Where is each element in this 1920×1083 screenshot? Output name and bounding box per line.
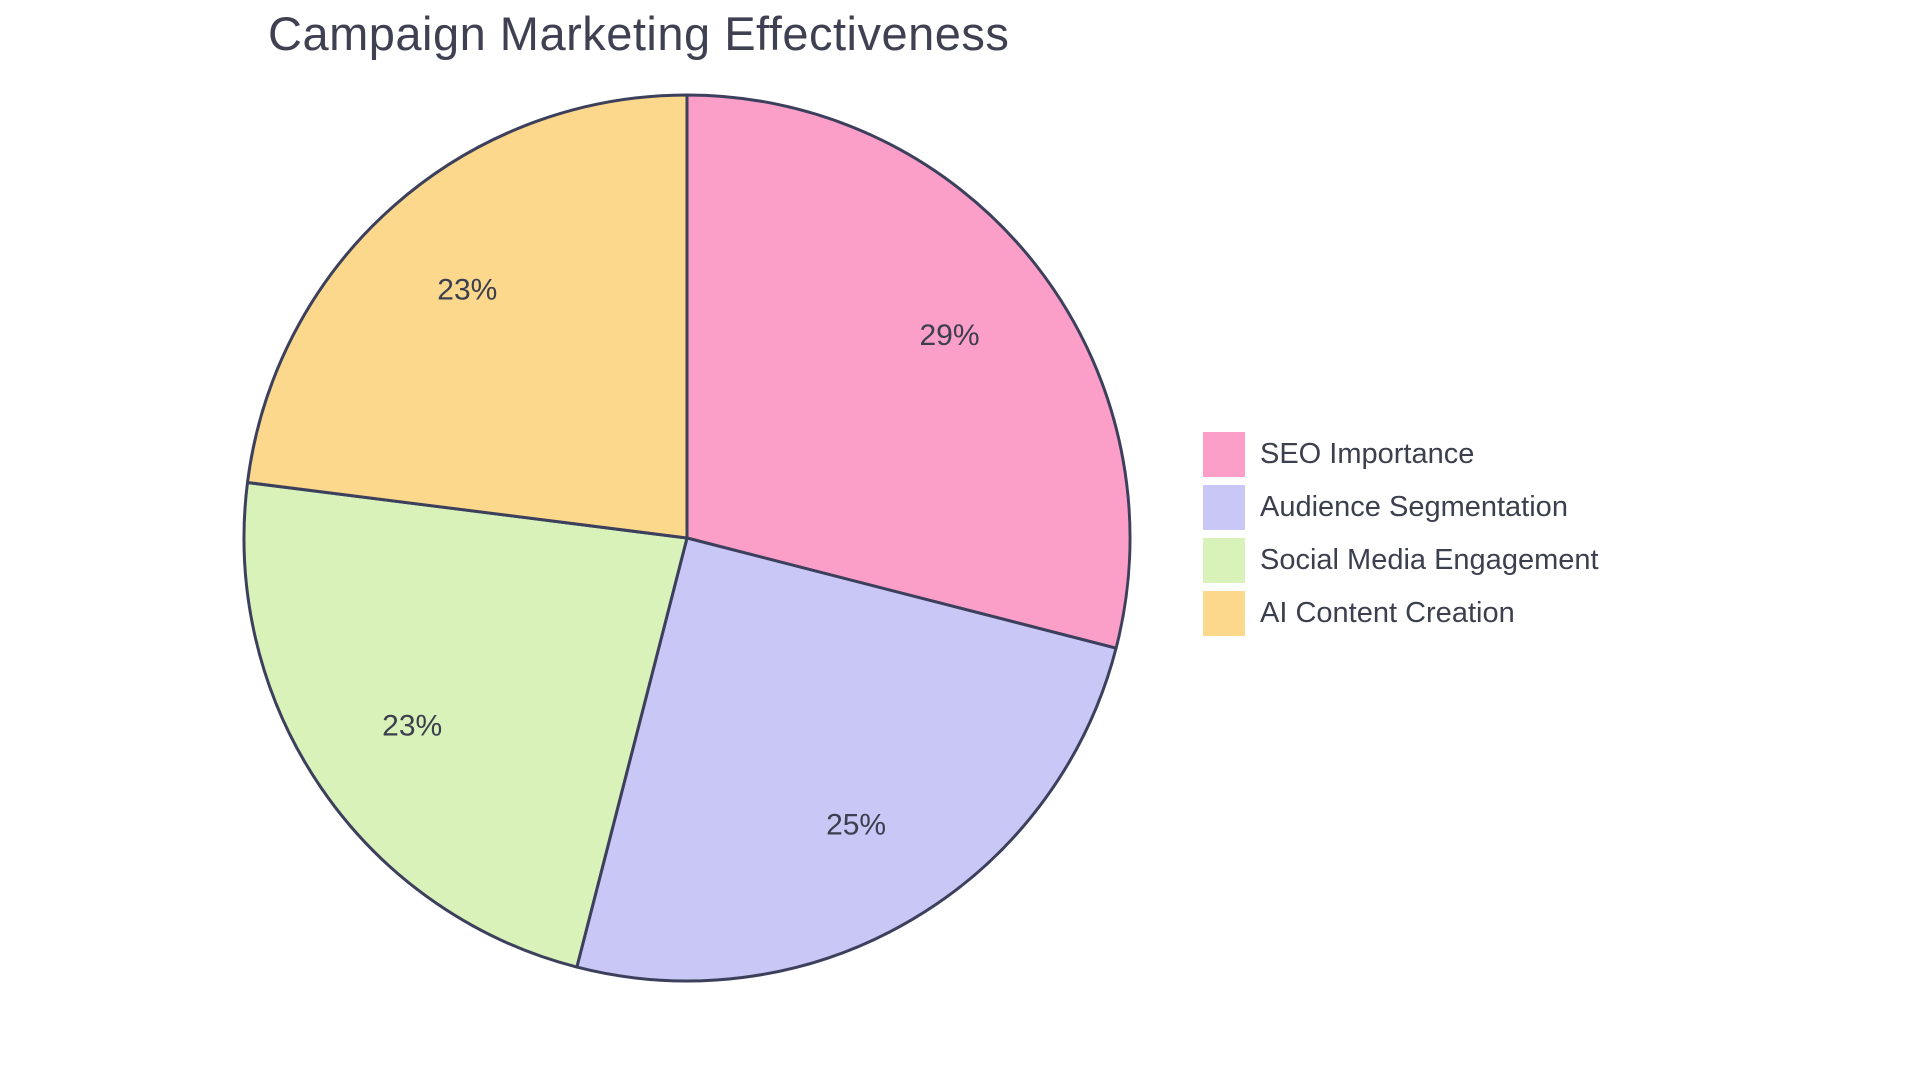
pie-chart: 29% 25% 23% 23%: [242, 93, 1132, 983]
legend-swatch-ai-content-creation: [1203, 591, 1245, 636]
slice-label-audience-segmentation: 25%: [826, 809, 886, 842]
legend-swatch-seo-importance: [1203, 432, 1245, 477]
legend-item-ai-content-creation: AI Content Creation: [1203, 591, 1599, 636]
legend-label-ai-content-creation: AI Content Creation: [1260, 597, 1515, 629]
chart-title: Campaign Marketing Effectiveness: [268, 7, 1010, 60]
legend-item-audience-segmentation: Audience Segmentation: [1203, 485, 1599, 530]
slice-label-ai-content-creation: 23%: [437, 273, 497, 306]
legend-item-seo-importance: SEO Importance: [1203, 432, 1599, 477]
legend-label-social-media-engagement: Social Media Engagement: [1260, 544, 1599, 576]
pie-slice-seo-importance: [685, 93, 1132, 650]
slice-label-seo-importance: 29%: [919, 319, 979, 352]
legend-swatch-social-media-engagement: [1203, 538, 1245, 583]
pie-slice-ai-content-creation: [245, 93, 689, 540]
legend-label-seo-importance: SEO Importance: [1260, 438, 1475, 470]
slice-label-social-media-engagement: 23%: [382, 709, 442, 742]
legend-item-social-media-engagement: Social Media Engagement: [1203, 538, 1599, 583]
pie-slice-social-media-engagement: [242, 480, 689, 969]
pie-slice-audience-segmentation: [575, 536, 1118, 983]
legend-swatch-audience-segmentation: [1203, 485, 1245, 530]
legend: SEO Importance Audience Segmentation Socia…: [1203, 432, 1599, 636]
legend-label-audience-segmentation: Audience Segmentation: [1260, 491, 1568, 523]
